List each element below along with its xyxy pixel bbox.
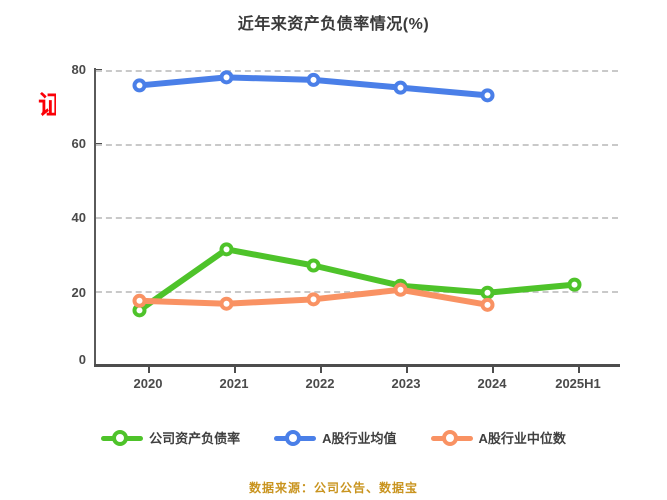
y-tick-label: 80: [71, 62, 86, 77]
x-tick-label: 2020: [133, 376, 163, 391]
data-point[interactable]: [306, 292, 321, 307]
legend-marker-icon: [101, 429, 144, 447]
data-point[interactable]: [480, 285, 495, 300]
x-tick-label: 2024: [477, 376, 507, 391]
x-tick-label: 2023: [391, 376, 421, 391]
gridline-60: [96, 144, 618, 146]
x-tick-mark: [234, 367, 236, 373]
legend-label: A股行业中位数: [478, 431, 566, 446]
data-point[interactable]: [480, 297, 495, 312]
x-tick-label: 2021: [219, 376, 249, 391]
plot-area: [96, 70, 618, 364]
legend-label: A股行业均值: [322, 431, 397, 446]
x-tick-mark: [320, 367, 322, 373]
data-point[interactable]: [219, 70, 234, 85]
data-point[interactable]: [306, 72, 321, 87]
chart-legend: 公司资产负债率 A股行业均值 A股行业中位数: [0, 428, 667, 447]
data-point[interactable]: [306, 258, 321, 273]
data-point[interactable]: [480, 88, 495, 103]
legend-marker-icon: [430, 429, 473, 447]
x-axis-line: [94, 364, 620, 367]
x-tick-mark: [578, 367, 580, 373]
y-axis-line: [94, 68, 96, 366]
data-point[interactable]: [393, 282, 408, 297]
source-note: 数据来源：公司公告、数据宝: [248, 481, 418, 495]
legend-label: 公司资产负债率: [149, 431, 241, 446]
legend-item-industry-median[interactable]: A股行业中位数: [430, 428, 566, 447]
data-point[interactable]: [132, 78, 147, 93]
series-plot: [132, 70, 582, 318]
legend-item-company[interactable]: 公司资产负债率: [101, 428, 240, 447]
gridline-80: [96, 70, 618, 72]
y-tick-label: 40: [71, 210, 86, 225]
x-tick-mark: [148, 367, 150, 373]
y-tick-label: 60: [71, 136, 86, 151]
y-tick-label: 20: [71, 285, 86, 300]
x-tick-label: 2025H1: [555, 376, 601, 391]
data-point[interactable]: [132, 293, 147, 308]
x-tick-mark: [406, 367, 408, 373]
data-point[interactable]: [219, 296, 234, 311]
gridline-40: [96, 217, 618, 219]
data-point[interactable]: [219, 242, 234, 257]
watermark-badge: 证: [38, 90, 56, 120]
legend-marker-icon: [274, 429, 317, 447]
x-tick-mark: [492, 367, 494, 373]
y-tick-label: 0: [78, 352, 86, 367]
data-point[interactable]: [567, 277, 582, 292]
x-tick-label: 2022: [305, 376, 335, 391]
chart-title: 近年来资产负债率情况(%): [237, 16, 430, 33]
legend-item-industry-mean[interactable]: A股行业均值: [274, 428, 397, 447]
series-line: [136, 246, 578, 314]
data-point[interactable]: [393, 80, 408, 95]
